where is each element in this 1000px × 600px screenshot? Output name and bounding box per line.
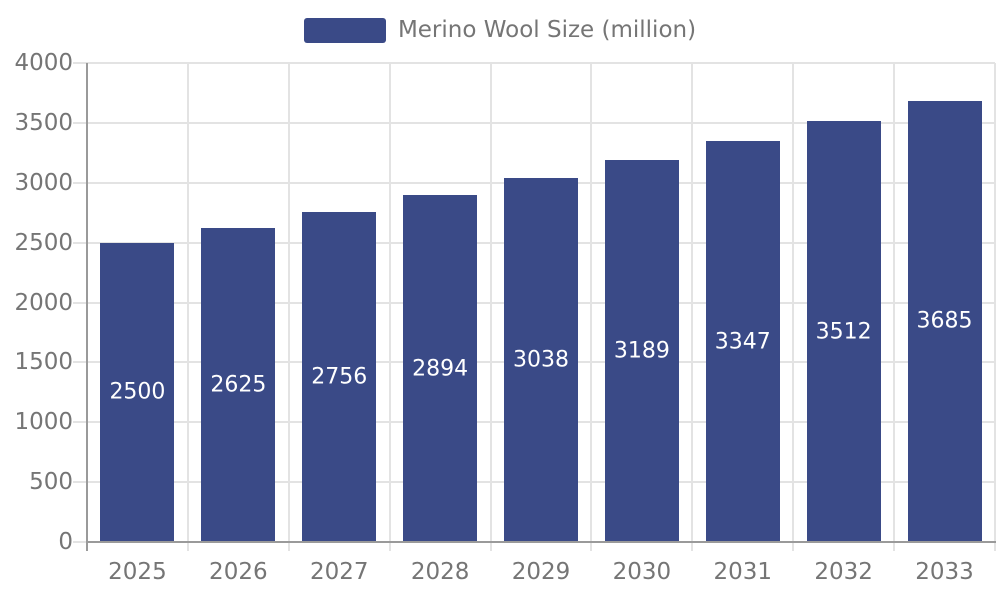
y-axis-tick xyxy=(73,62,87,64)
x-gridline xyxy=(287,63,290,542)
bar[interactable] xyxy=(403,195,478,542)
x-tick-label: 2029 xyxy=(511,559,571,585)
legend-item[interactable]: Merino Wool Size (million) xyxy=(0,17,1000,43)
x-axis-tick xyxy=(590,542,593,551)
legend-label: Merino Wool Size (million) xyxy=(397,17,697,43)
x-axis-tick xyxy=(388,542,391,551)
bar[interactable] xyxy=(907,100,982,542)
x-gridline xyxy=(792,63,795,542)
y-tick-label: 4000 xyxy=(14,50,73,76)
legend-swatch-icon xyxy=(303,17,386,43)
x-axis-tick xyxy=(186,542,189,551)
bar[interactable] xyxy=(604,160,679,542)
y-tick-label: 2000 xyxy=(14,289,73,316)
y-axis-tick xyxy=(73,481,87,484)
bar-value-label: 3038 xyxy=(513,347,569,373)
x-axis-line xyxy=(86,541,996,543)
y-axis-line xyxy=(86,63,88,551)
x-gridline xyxy=(489,63,492,542)
x-tick-label: 2033 xyxy=(915,559,974,585)
bar-value-label: 2756 xyxy=(311,364,368,390)
y-tick-label: 2500 xyxy=(14,229,73,256)
bar-value-label: 3189 xyxy=(613,338,670,364)
bar-value-label: 2500 xyxy=(109,379,166,405)
y-tick-label: 3000 xyxy=(14,169,73,196)
y-axis-tick xyxy=(73,541,87,543)
bar-value-label: 3685 xyxy=(916,308,973,334)
y-gridline xyxy=(87,121,995,124)
x-axis-tick xyxy=(691,542,694,551)
y-tick-label: 500 xyxy=(29,469,73,496)
y-axis-tick xyxy=(73,241,87,244)
y-axis-tick xyxy=(73,181,87,184)
y-axis-tick xyxy=(73,121,87,124)
bar-value-label: 3512 xyxy=(815,319,872,345)
x-axis-tick xyxy=(792,542,795,551)
bar-value-label: 2894 xyxy=(412,356,469,382)
x-gridline xyxy=(590,63,593,542)
x-gridline xyxy=(691,63,694,542)
y-axis-tick xyxy=(73,301,87,304)
x-gridline xyxy=(994,63,996,542)
x-axis-tick xyxy=(489,542,492,551)
x-axis-tick xyxy=(994,542,996,551)
x-tick-label: 2026 xyxy=(209,559,268,585)
x-gridline xyxy=(388,63,391,542)
bar-value-label: 2625 xyxy=(210,372,267,398)
x-tick-label: 2030 xyxy=(612,559,672,585)
y-tick-label: 0 xyxy=(58,529,73,555)
y-gridline xyxy=(87,62,995,64)
x-gridline xyxy=(186,63,189,542)
bar[interactable] xyxy=(705,141,780,542)
x-gridline xyxy=(893,63,896,542)
x-axis-tick xyxy=(893,542,896,551)
bar[interactable] xyxy=(806,121,881,542)
x-tick-label: 2025 xyxy=(108,559,167,585)
y-tick-label: 1500 xyxy=(14,349,73,376)
x-axis-tick xyxy=(287,542,290,551)
bar[interactable] xyxy=(302,211,377,542)
x-tick-label: 2032 xyxy=(814,559,873,585)
bar[interactable] xyxy=(201,227,276,542)
bar-value-label: 3347 xyxy=(714,329,771,355)
bar[interactable] xyxy=(100,242,175,542)
x-tick-label: 2027 xyxy=(309,559,369,585)
y-tick-label: 1000 xyxy=(14,409,73,436)
bar[interactable] xyxy=(504,178,578,542)
x-tick-label: 2028 xyxy=(410,559,470,585)
x-tick-label: 2031 xyxy=(713,559,773,585)
y-tick-label: 3500 xyxy=(14,109,73,136)
y-axis-tick xyxy=(73,361,87,364)
y-axis-tick xyxy=(73,421,87,424)
